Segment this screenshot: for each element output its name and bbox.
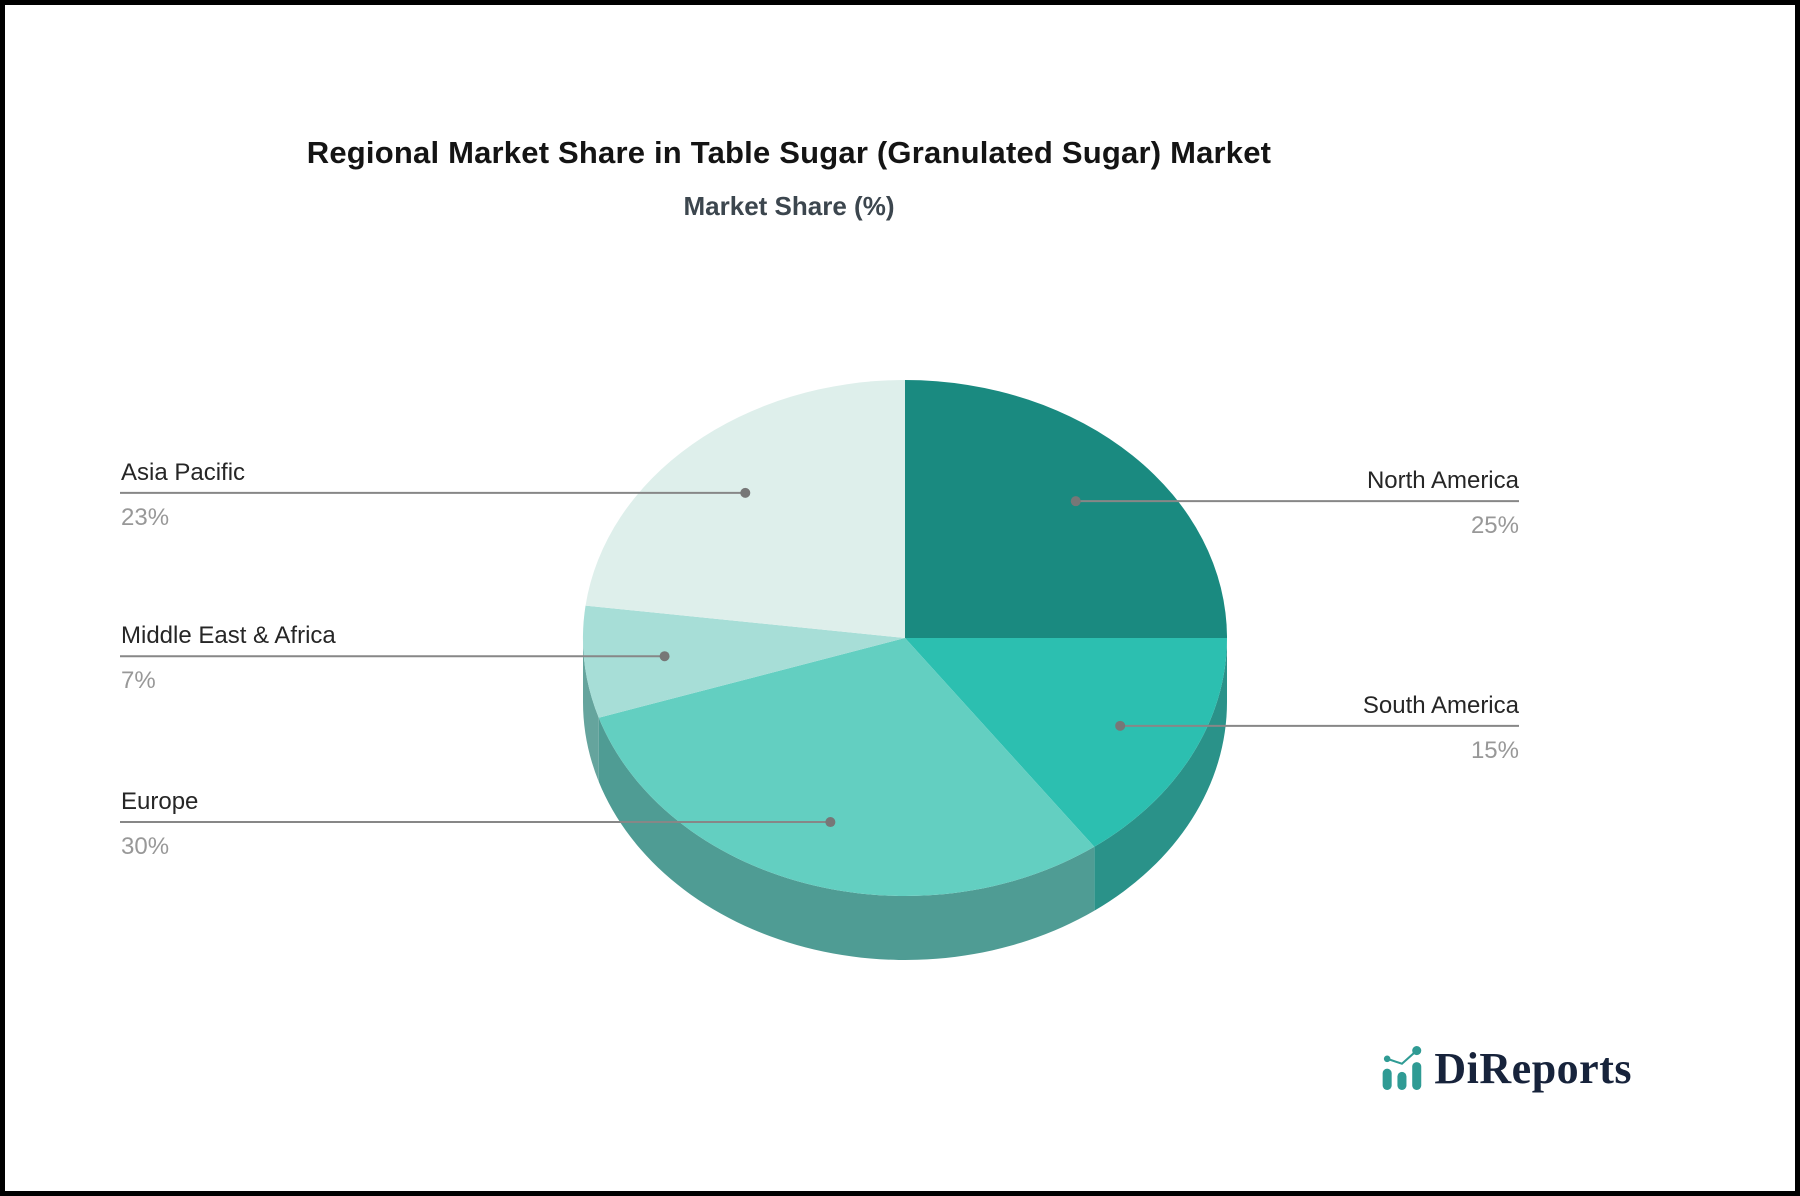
logo-bar [1412,1062,1422,1090]
pie-slice-asia-pacific[interactable] [585,380,905,638]
leader-dot [740,487,751,498]
logo-dot [1412,1046,1422,1056]
pie-slice-middle-east-africa[interactable] [583,605,905,718]
brand-logo-text: DiReports [1434,1044,1632,1093]
logo-bar [1383,1068,1393,1090]
chart-title: Regional Market Share in Table Sugar (Gr… [306,135,1272,170]
pie-slice-side [583,638,599,782]
logo-bar [1397,1071,1407,1090]
pie-slice-south-america[interactable] [905,638,1227,847]
bar-chart-trend-icon [1383,1046,1422,1090]
pie-slice-north-america[interactable] [905,380,1227,638]
leader-dot [1115,720,1126,731]
leader-dot [659,651,670,662]
pie-slice-side [1094,638,1227,911]
logo-dot [1384,1055,1391,1063]
brand-logo: DiReports [1381,1042,1632,1092]
chart-subtitle: Market Share (%) [683,191,895,221]
logo-trend-line [1387,1049,1418,1065]
pie-chart-svg [120,380,1519,960]
leader-dot [825,817,836,828]
leader-dot [1070,496,1081,507]
pie-slice-side [598,717,1095,960]
pie-slice-europe[interactable] [598,638,1095,896]
